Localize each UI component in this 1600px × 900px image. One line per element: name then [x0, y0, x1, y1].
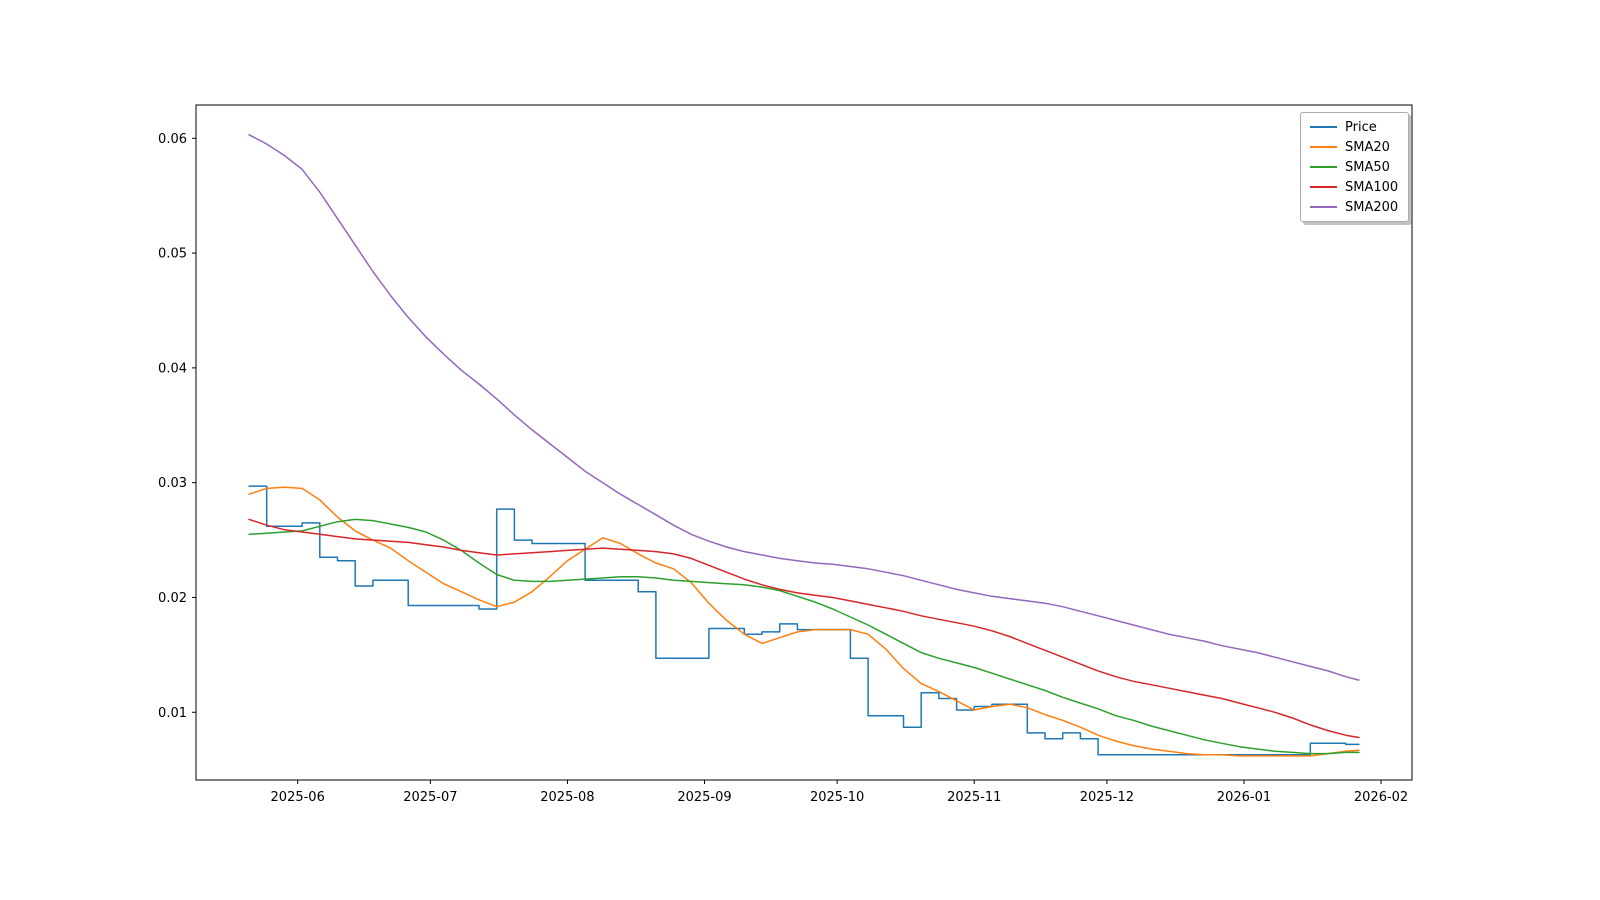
- plot-frame: [195, 104, 1413, 781]
- legend-item: Price: [1310, 119, 1398, 135]
- y-tick-label: 0.02: [158, 591, 187, 606]
- legend-item: SMA20: [1310, 139, 1398, 155]
- legend-line-sample: [1310, 206, 1337, 208]
- legend-label: SMA200: [1345, 199, 1399, 215]
- y-tick-label: 0.04: [158, 361, 187, 376]
- legend-item: SMA100: [1310, 179, 1398, 195]
- series-line-sma100: [248, 518, 1360, 739]
- y-tick-label: 0.05: [158, 247, 187, 262]
- legend-item: SMA50: [1310, 159, 1398, 175]
- x-tick-label: 2025-10: [810, 790, 864, 805]
- legend-label: SMA100: [1345, 179, 1399, 195]
- legend-line-sample: [1310, 186, 1337, 188]
- y-tick-label: 0.01: [158, 706, 187, 721]
- x-tick-label: 2026-01: [1217, 790, 1271, 805]
- x-tick-label: 2026-02: [1354, 790, 1408, 805]
- x-tick-label: 2025-11: [947, 790, 1001, 805]
- series-line-sma20: [248, 486, 1360, 757]
- legend-item: SMA200: [1310, 199, 1398, 215]
- legend-line-sample: [1310, 146, 1337, 148]
- x-tick-label: 2025-06: [271, 790, 325, 805]
- series-line-price: [248, 485, 1360, 756]
- y-tick-label: 0.03: [158, 476, 187, 491]
- series-line-sma50: [248, 518, 1360, 755]
- series-line-sma200: [248, 134, 1360, 681]
- legend-label: Price: [1345, 119, 1377, 135]
- x-tick-label: 2025-07: [403, 790, 457, 805]
- legend-line-sample: [1310, 126, 1337, 128]
- x-tick-label: 2025-12: [1080, 790, 1134, 805]
- legend-label: SMA50: [1345, 159, 1390, 175]
- y-tick-label: 0.06: [158, 132, 187, 147]
- chart-legend: Price SMA20 SMA50 SMA100 SMA200: [1300, 112, 1410, 222]
- x-tick-label: 2025-09: [677, 790, 731, 805]
- legend-line-sample: [1310, 166, 1337, 168]
- x-tick-label: 2025-08: [540, 790, 594, 805]
- legend-label: SMA20: [1345, 139, 1390, 155]
